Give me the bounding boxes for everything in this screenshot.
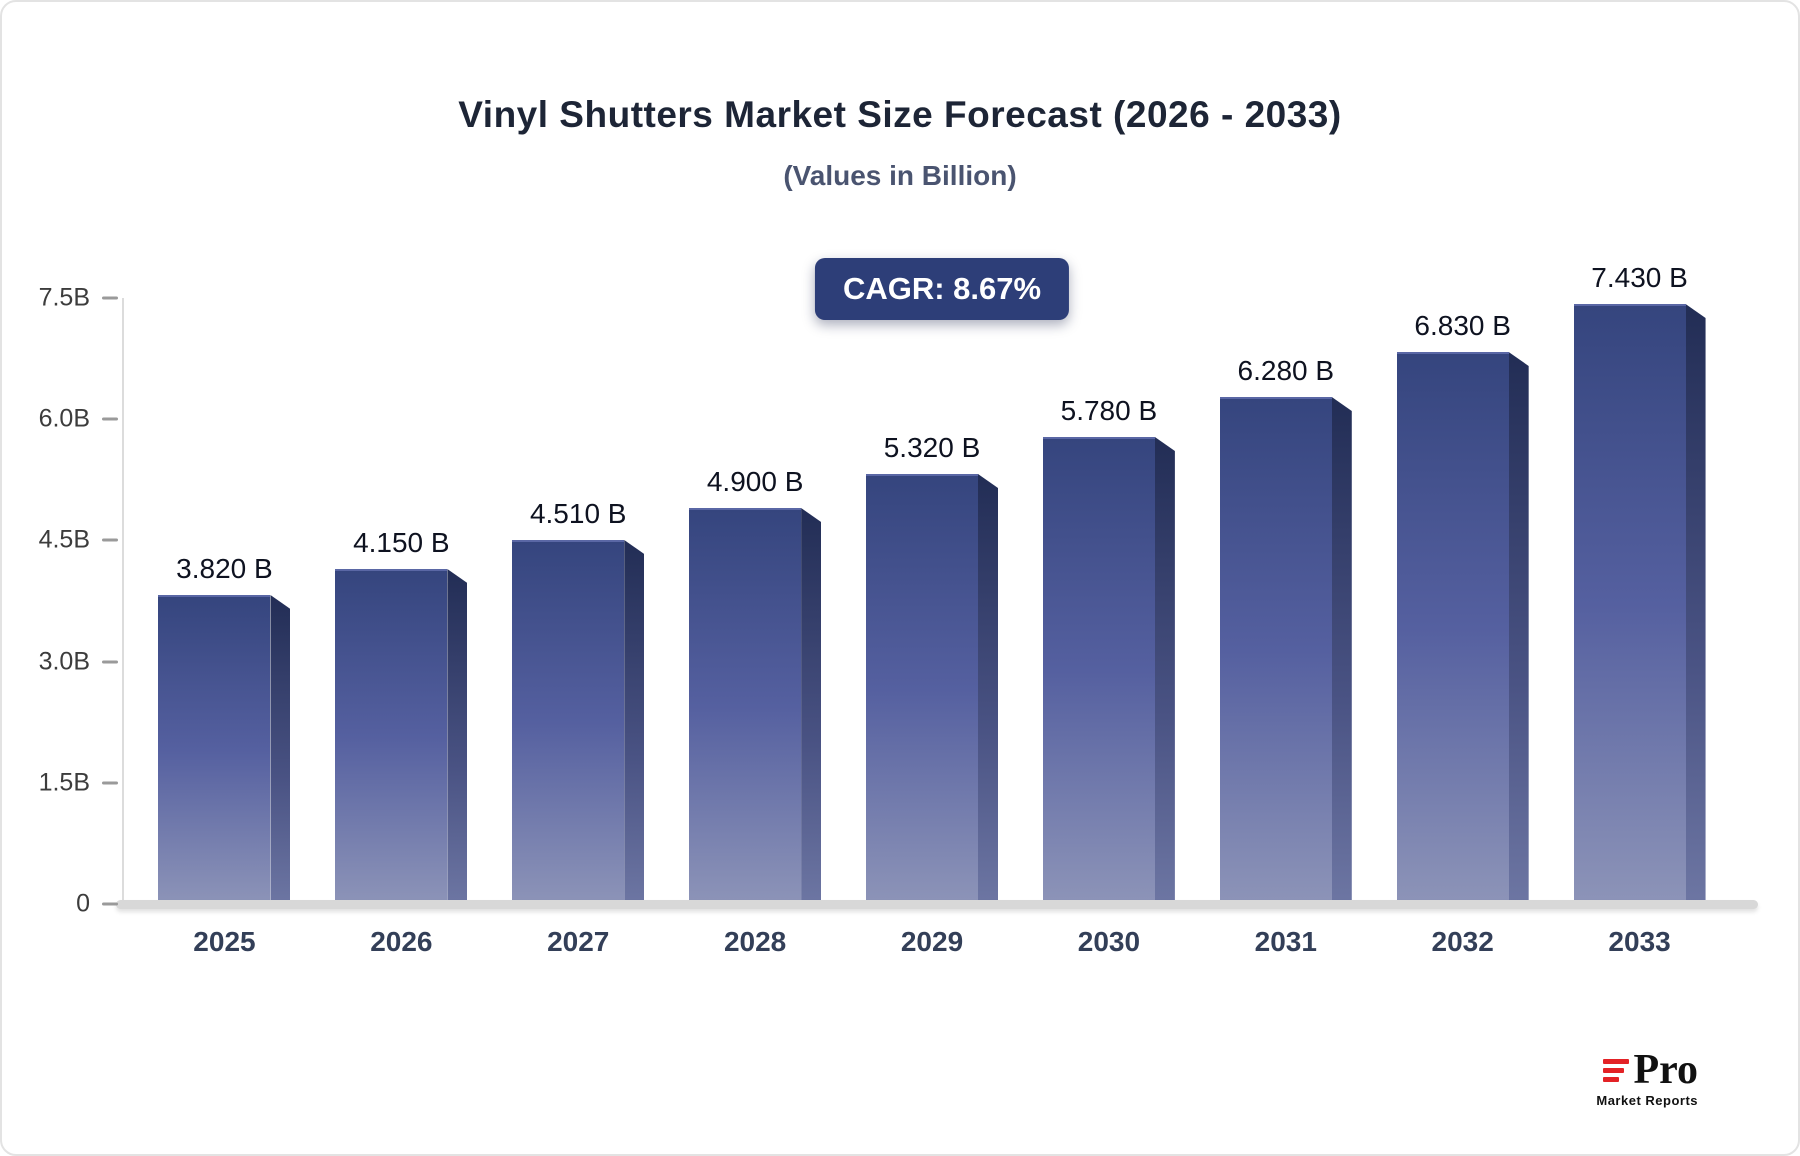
bar-column: 3.820 B <box>136 298 313 904</box>
bar-column: 4.150 B <box>313 298 490 904</box>
x-axis-label: 2030 <box>1077 926 1141 957</box>
bar-column: 6.830 B <box>1374 298 1551 904</box>
bar-side <box>978 474 998 904</box>
y-tick-mark <box>102 902 118 906</box>
cagr-badge: CAGR: 8.67% <box>814 258 1070 320</box>
bar: 5.780 B <box>1042 395 1175 904</box>
bar: 4.510 B <box>512 498 645 904</box>
bar: 6.830 B <box>1396 310 1529 904</box>
x-axis-label: 2028 <box>723 926 787 957</box>
bar: 7.430 B <box>1573 262 1706 904</box>
bar-value-label: 4.900 B <box>706 466 804 497</box>
y-tick-label: 4.5B <box>38 525 90 554</box>
x-axis-label: 2026 <box>370 926 433 957</box>
x-axis-label: 2032 <box>1431 926 1494 957</box>
y-tick-label: 1.5B <box>38 768 90 797</box>
bar-side <box>1508 352 1529 904</box>
y-tick: 6.0B <box>39 405 118 434</box>
x-axis-label: 2025 <box>193 926 256 957</box>
bars-container: 3.820 B 4.150 B 4.510 B 4.900 B 5.320 B 5.780… <box>136 262 1728 904</box>
bar-face <box>158 595 271 904</box>
plot-area: 3.820 B 4.150 B 4.510 B 4.900 B 5.320 B 5.780… <box>39 262 1758 957</box>
bar-column: 5.320 B <box>844 298 1021 904</box>
bar-face <box>1396 352 1509 904</box>
bar-value-label: 5.320 B <box>883 432 981 463</box>
bar: 5.320 B <box>866 432 998 904</box>
x-axis-label: 2033 <box>1608 926 1671 957</box>
y-tick-mark <box>102 417 118 421</box>
bar-column: 5.780 B <box>1020 298 1197 904</box>
bar: 6.280 B <box>1219 355 1352 904</box>
y-tick: 1.5B <box>39 768 118 797</box>
logo-lines-icon <box>1603 1058 1630 1082</box>
y-tick-label: 7.5B <box>38 283 90 312</box>
chart-subtitle: (Values in Billion) <box>783 160 1017 191</box>
bar-column: 6.280 B <box>1197 298 1374 904</box>
y-tick-mark <box>102 781 118 785</box>
x-axis-baseline <box>116 900 1758 909</box>
bar-face <box>866 474 978 904</box>
y-tick: 7.5B <box>39 284 118 313</box>
bar-column: 4.510 B <box>490 298 667 904</box>
x-axis-labels: 2025 2026 2027 2028 2029 2030 2031 2032 2033 <box>136 926 1728 958</box>
bar-value-label: 3.820 B <box>176 553 273 584</box>
bar-column: 7.430 B <box>1551 262 1728 904</box>
logo-name: Pro <box>1633 1047 1698 1093</box>
bar: 3.820 B <box>158 553 291 904</box>
bar-value-label: 5.780 B <box>1060 395 1158 426</box>
bar-side <box>624 540 645 904</box>
logo-subtext: Market Reports <box>1596 1093 1698 1108</box>
x-axis-label: 2029 <box>900 926 964 957</box>
bar: 4.150 B <box>335 527 468 904</box>
bar-face <box>335 569 448 904</box>
bar-column: 4.900 B <box>667 298 844 904</box>
y-tick-mark <box>102 660 118 664</box>
bar-side <box>1331 397 1352 904</box>
y-tick-label: 3.0B <box>38 647 90 676</box>
y-tick: 4.5B <box>39 526 118 555</box>
y-tick-mark <box>102 538 118 542</box>
pro-market-reports-logo: Pro Market Reports <box>1596 1049 1698 1108</box>
y-tick: 0 <box>76 890 118 919</box>
bar-face <box>1573 304 1686 904</box>
bar-side <box>447 569 468 904</box>
bar-face <box>1042 437 1155 904</box>
bar-side <box>270 595 291 904</box>
bar-side <box>1685 304 1706 904</box>
bar-value-label: 6.830 B <box>1414 310 1511 341</box>
bar-face <box>1219 397 1332 904</box>
chart-title: Vinyl Shutters Market Size Forecast (202… <box>458 94 1342 135</box>
x-axis-label: 2027 <box>547 926 610 957</box>
y-tick-label: 6.0B <box>38 404 90 433</box>
bar: 4.900 B <box>689 466 822 904</box>
bar-value-label: 4.150 B <box>353 527 450 558</box>
y-tick: 3.0B <box>39 647 118 676</box>
bar-value-label: 7.430 B <box>1591 262 1688 293</box>
bar-value-label: 4.510 B <box>529 498 627 529</box>
bar-side <box>1154 437 1175 904</box>
y-axis-line <box>122 298 124 904</box>
bar-side <box>801 508 822 904</box>
y-tick-label: 0 <box>76 889 90 918</box>
bar-face <box>689 508 802 904</box>
bar-value-label: 6.280 B <box>1237 355 1335 386</box>
bar-face <box>512 540 625 904</box>
y-tick-mark <box>102 296 118 300</box>
x-axis-label: 2031 <box>1254 926 1317 957</box>
